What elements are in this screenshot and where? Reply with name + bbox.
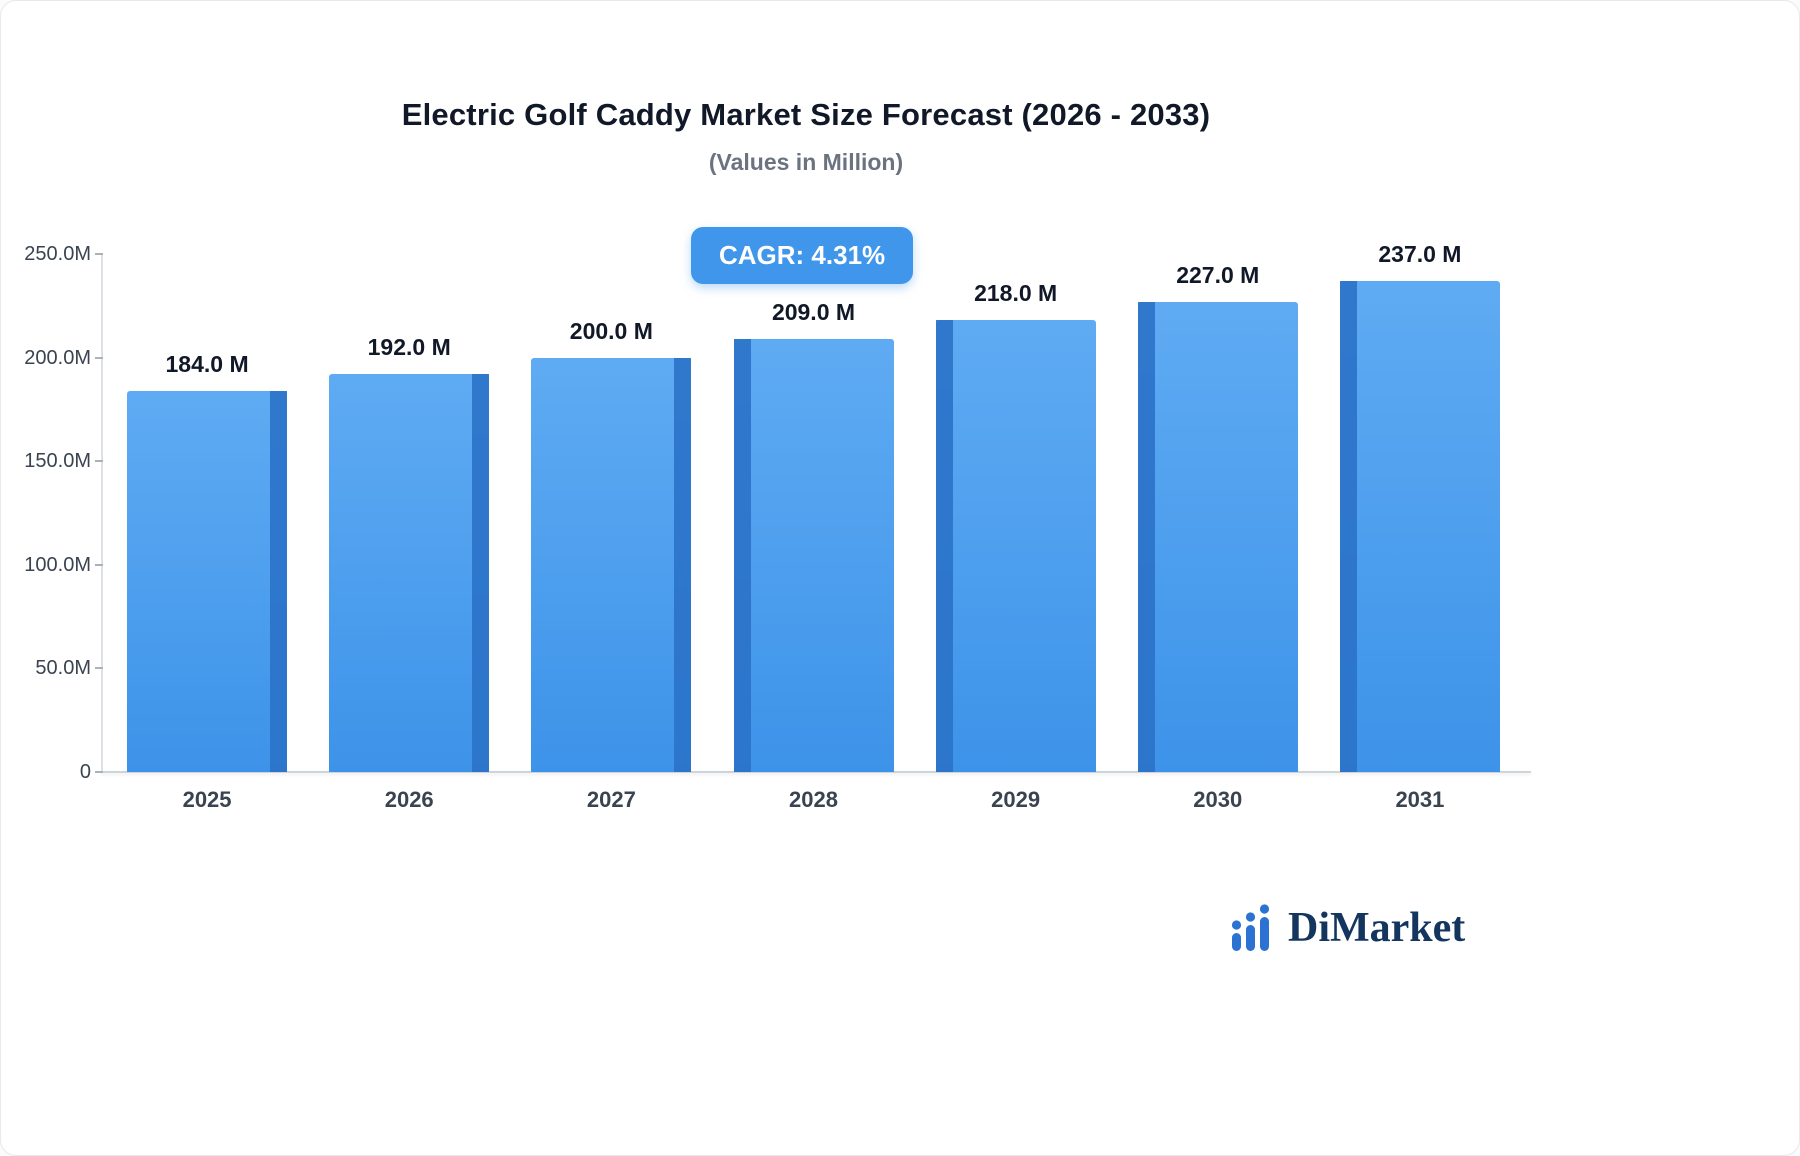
y-axis-label: 50.0M [35,657,91,680]
cagr-badge: CAGR: 4.31% [691,227,914,284]
bar-side-shade [472,374,490,772]
logo-text: DiMarket [1288,905,1466,951]
y-axis-tick [95,563,103,566]
x-axis-label: 2027 [586,787,636,812]
x-axis-label: 2028 [789,787,838,812]
y-axis-tick [95,771,103,773]
y-axis-label: 100.0M [24,553,91,576]
bar-value-label: 218.0 M [974,280,1058,307]
bar-side-shade [1137,301,1155,772]
bar-value-label: 192.0 M [367,334,451,361]
bar-value-label: 209.0 M [771,298,856,325]
x-axis-label: 2025 [182,787,232,812]
bar [531,357,692,772]
y-axis-tick [95,460,103,463]
bar [733,338,894,772]
bar-value-label: 227.0 M [1176,261,1260,288]
x-axis-label: 2031 [1395,787,1445,812]
bar-side-shade [935,320,953,772]
x-axis-label: 2030 [1193,787,1243,812]
bar-chart-icon [1231,904,1270,951]
bar [329,374,490,772]
y-axis-tick [95,253,103,255]
y-axis-tick [95,356,103,359]
bar-side-shade [270,390,288,772]
bar [935,320,1096,772]
bar-value-label: 200.0 M [569,317,653,344]
bar-value-label: 237.0 M [1378,240,1462,267]
y-axis-tick [95,667,103,670]
bar [1137,301,1298,772]
y-axis-label: 150.0M [24,450,91,473]
y-axis-line [101,254,103,772]
x-axis-label: 2029 [991,787,1041,812]
y-axis-label: 0 [79,761,91,783]
chart-title: Electric Golf Caddy Market Size Forecast… [401,97,1211,132]
bar [127,390,288,772]
y-axis-label: 250.0M [24,243,91,265]
bar [1339,280,1500,772]
bar-value-label: 184.0 M [165,350,249,377]
y-axis-label: 200.0M [24,346,91,369]
bar-side-shade [733,338,751,772]
bar-side-shade [1339,280,1357,772]
x-axis-label: 2026 [384,787,434,812]
bar-side-shade [674,357,692,772]
dimarket-logo: DiMarket [1226,901,1465,955]
x-axis-baseline [101,771,1531,773]
chart-subtitle: (Values in Million) [708,149,904,175]
